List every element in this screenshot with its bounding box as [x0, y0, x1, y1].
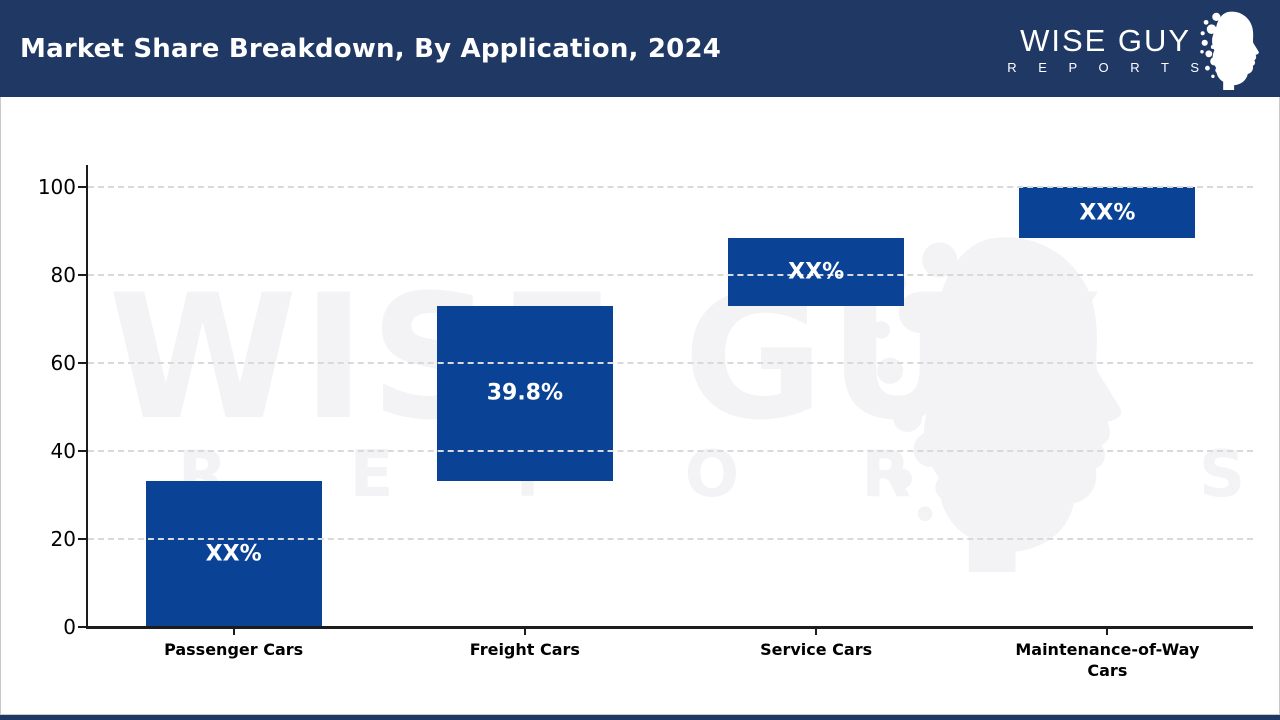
bar-value-label: XX% — [1079, 200, 1136, 226]
y-tick-0 — [78, 626, 86, 628]
gridline-40 — [88, 450, 1253, 452]
y-tick-label-60: 60 — [50, 351, 76, 375]
gridline-80 — [88, 274, 1253, 276]
bar-passenger-cars — [145, 480, 322, 627]
y-tick-label-20: 20 — [50, 527, 76, 551]
gridline-60 — [88, 362, 1253, 364]
y-tick-100 — [78, 186, 86, 188]
y-axis-line — [86, 165, 88, 629]
logo-subtext: R E P O R T S — [1007, 59, 1208, 75]
x-tick-1 — [523, 628, 526, 635]
brand-logo: WISE GUY R E P O R T S — [1003, 0, 1266, 97]
category-label: Freight Cars — [469, 640, 580, 659]
y-tick-20 — [78, 538, 86, 540]
bar-value-label: XX% — [788, 259, 845, 285]
y-tick-label-40: 40 — [50, 439, 76, 463]
bar-value-label: 39.8% — [486, 380, 564, 406]
logo-wordmark: WISE GUY — [1020, 22, 1192, 58]
bar-service-cars — [728, 238, 905, 306]
header-bar: Market Share Breakdown, By Application, … — [0, 0, 1280, 97]
y-tick-40 — [78, 450, 86, 452]
category-label: Maintenance-of-Way Cars — [1015, 640, 1200, 680]
category-label: Service Cars — [760, 640, 873, 659]
y-tick-80 — [78, 274, 86, 276]
y-tick-label-100: 100 — [37, 175, 76, 199]
x-tick-0 — [232, 628, 235, 635]
x-tick-2 — [815, 628, 818, 635]
y-tick-label-0: 0 — [63, 615, 76, 639]
gridline-100 — [88, 186, 1253, 188]
footer-bar — [0, 715, 1280, 720]
gridline-20 — [88, 538, 1253, 540]
bar-value-label: XX% — [205, 541, 262, 567]
x-axis-line — [86, 626, 1253, 629]
bar-maintenance-of-way-cars — [1019, 187, 1196, 239]
category-label: Passenger Cars — [164, 640, 304, 659]
y-tick-label-80: 80 — [50, 263, 76, 287]
y-tick-60 — [78, 362, 86, 364]
x-tick-3 — [1106, 628, 1109, 635]
chart-title: Market Share Breakdown, By Application, … — [20, 33, 722, 64]
